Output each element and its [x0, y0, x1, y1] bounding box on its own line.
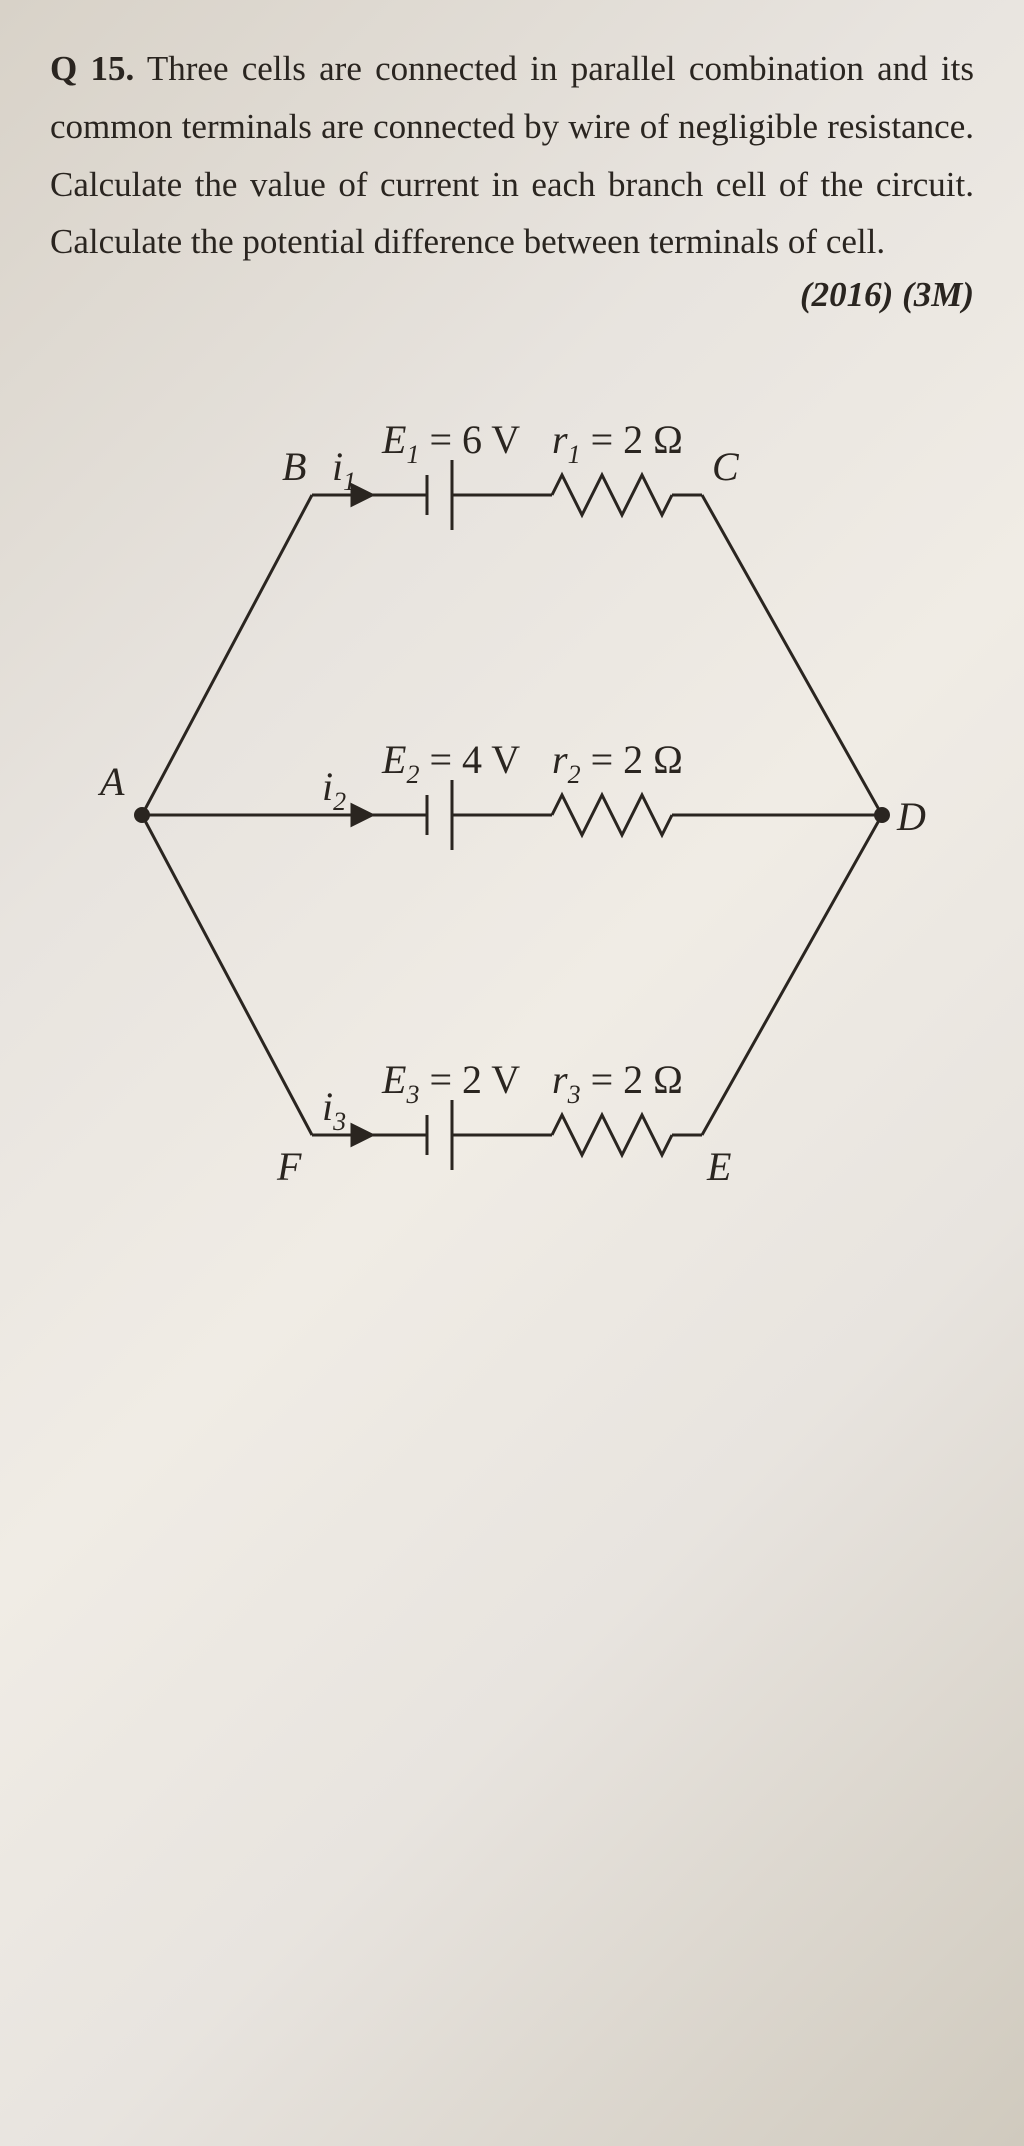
i1-sub: 1 [343, 467, 356, 496]
question-number: Q 15. [50, 49, 134, 88]
label-c: C [712, 444, 740, 489]
e2-val: = 4 V [429, 737, 520, 782]
svg-text:i2: i2 [322, 764, 346, 816]
question-block: Q 15. Three cells are connected in paral… [50, 40, 974, 271]
e1-sub: 1 [406, 440, 419, 469]
e3-sub: 3 [405, 1080, 419, 1109]
e3-val: = 2 V [429, 1057, 520, 1102]
branch-2: i2 E2 = 4 V r2 = 2 Ω [142, 737, 882, 850]
year: (2016) [800, 275, 893, 314]
svg-text:E3 = 2 V: E3 = 2 V [381, 1057, 520, 1109]
i3-label: i [322, 1084, 333, 1129]
svg-text:i3: i3 [322, 1084, 346, 1136]
label-a: A [97, 759, 125, 804]
branch-3: i3 E3 = 2 V r3 = 2 Ω F E [276, 1057, 731, 1189]
e3-sym: E [381, 1057, 406, 1102]
svg-text:r1 = 2 Ω: r1 = 2 Ω [552, 417, 683, 469]
svg-text:r2 = 2 Ω: r2 = 2 Ω [552, 737, 683, 789]
svg-text:r3 = 2 Ω: r3 = 2 Ω [552, 1057, 683, 1109]
r3-sym: r [552, 1057, 568, 1102]
wire-ed [702, 815, 882, 1135]
marks: (3M) [902, 275, 974, 314]
e2-sym: E [381, 737, 406, 782]
r2-sym: r [552, 737, 568, 782]
node-d-dot [874, 807, 890, 823]
svg-text:i1: i1 [332, 444, 356, 496]
circuit-diagram: i1 E1 = 6 V r1 = 2 Ω B C i [50, 375, 974, 1275]
year-marks: (2016) (3M) [50, 275, 974, 315]
wire-ab [142, 495, 312, 815]
r3-val: = 2 Ω [591, 1057, 683, 1102]
label-f: F [276, 1144, 302, 1189]
page: Q 15. Three cells are connected in paral… [0, 0, 1024, 2146]
question-body: Three cells are connected in parallel co… [50, 49, 974, 261]
r1-sub: 1 [568, 440, 581, 469]
wire-af [142, 815, 312, 1135]
svg-text:E2 = 4 V: E2 = 4 V [381, 737, 520, 789]
label-d: D [896, 794, 926, 839]
e2-sub: 2 [406, 760, 419, 789]
svg-text:E1 = 6 V: E1 = 6 V [381, 417, 520, 469]
e1-val: = 6 V [429, 417, 520, 462]
i2-sub: 2 [333, 787, 346, 816]
branch-1: i1 E1 = 6 V r1 = 2 Ω B C [282, 417, 740, 530]
e1-sym: E [381, 417, 406, 462]
r2-sub: 2 [568, 760, 581, 789]
i1-label: i [332, 444, 343, 489]
label-b: B [282, 444, 306, 489]
r1-val: = 2 Ω [591, 417, 683, 462]
wire-cd [702, 495, 882, 815]
r3-sub: 3 [567, 1080, 581, 1109]
node-a-dot [134, 807, 150, 823]
circuit-svg: i1 E1 = 6 V r1 = 2 Ω B C i [82, 375, 942, 1275]
i2-label: i [322, 764, 333, 809]
r1-sym: r [552, 417, 568, 462]
label-e: E [706, 1144, 731, 1189]
i3-sub: 3 [332, 1107, 346, 1136]
r2-val: = 2 Ω [591, 737, 683, 782]
